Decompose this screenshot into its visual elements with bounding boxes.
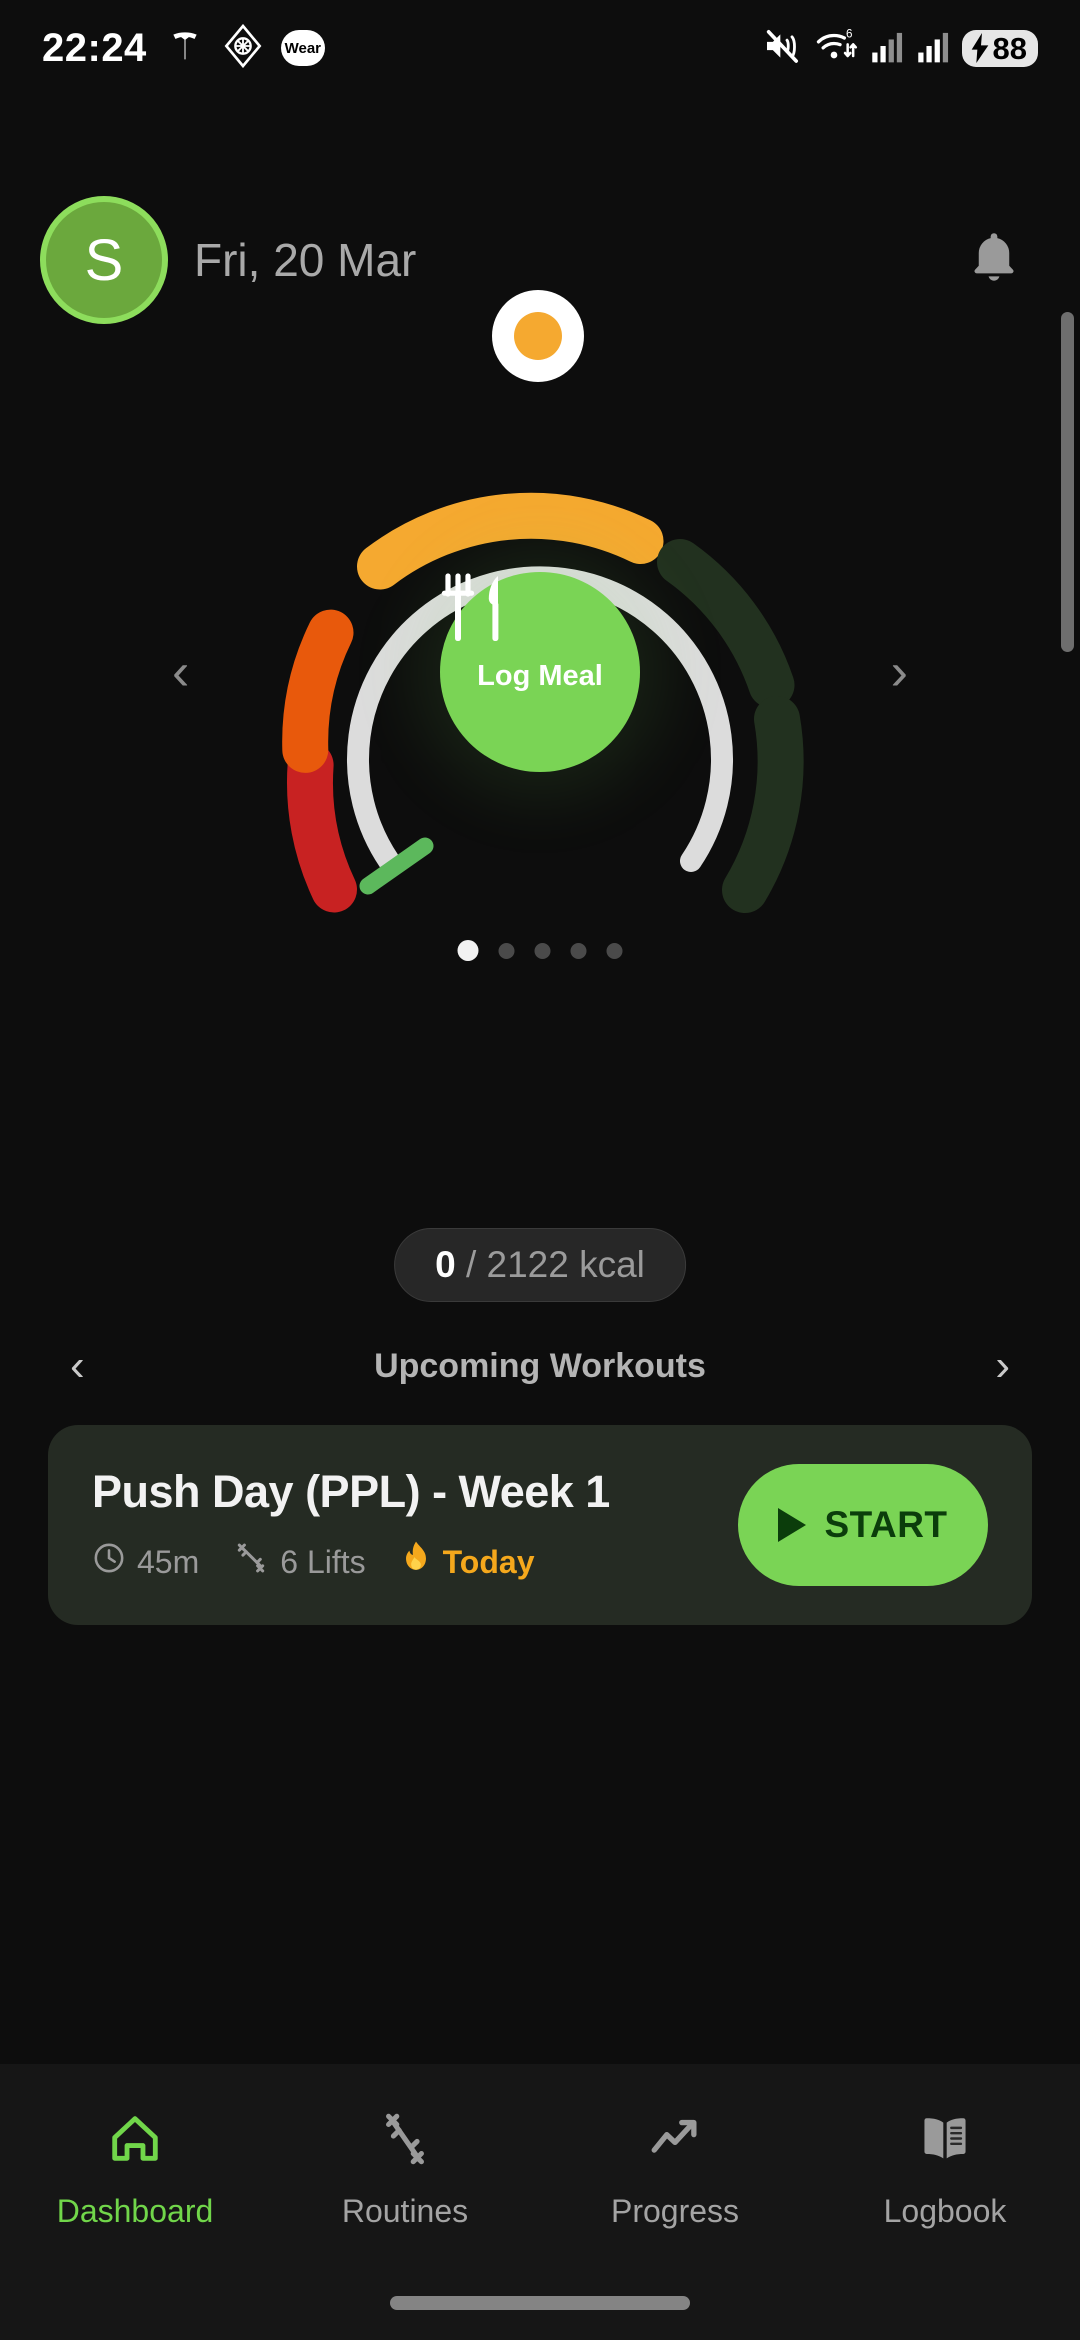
log-meal-button[interactable]: Log Meal	[440, 572, 640, 772]
clock-icon	[92, 1541, 126, 1583]
gauge-progress-marker	[359, 837, 434, 895]
wifi6-icon: 6	[814, 26, 858, 71]
nav-item-routines[interactable]: Routines	[270, 2110, 540, 2230]
calorie-summary-pill: 0 / 2122 kcal	[394, 1228, 686, 1302]
nav-label-dashboard: Dashboard	[56, 2193, 214, 2229]
header-date: Fri, 20 Mar	[194, 234, 417, 286]
workout-duration: 45m	[92, 1541, 199, 1583]
gauge-segment-darkgreen-1	[657, 539, 795, 708]
page-dot[interactable]	[534, 942, 551, 959]
signal-1-icon	[870, 28, 904, 69]
app-header: S Fri, 20 Mar	[0, 175, 1080, 345]
mute-icon	[762, 26, 802, 71]
gauge-segment-red	[287, 742, 357, 913]
gauge-thumb[interactable]	[492, 290, 584, 382]
tesla-icon	[165, 26, 205, 71]
wear-badge: Wear	[280, 30, 325, 66]
diamond-icon	[223, 23, 263, 73]
workout-card-info: Push Day (PPL) - Week 1 45m 6 Lifts	[92, 1466, 738, 1584]
gesture-handle[interactable]	[390, 2296, 690, 2310]
dumbbell-icon	[233, 1540, 269, 1584]
bottom-navigation-items: Dashboard Routines Progress Logbook	[0, 2064, 1080, 2276]
flame-icon	[400, 1540, 432, 1584]
start-button-label: START	[824, 1504, 948, 1545]
workout-lifts: 6 Lifts	[233, 1540, 366, 1584]
status-bar-right: 6 88	[762, 26, 1038, 71]
status-bar: 22:24 Wear 6 88	[0, 0, 1080, 96]
page-scrollbar[interactable]	[1061, 312, 1074, 652]
gauge-segment-darkgreen-2	[722, 696, 804, 913]
upcoming-prev-button[interactable]: ‹	[70, 1341, 85, 1390]
trending-up-icon	[646, 2110, 704, 2173]
battery-level: 88	[992, 30, 1027, 66]
gauge-segment-amber	[357, 492, 664, 590]
log-meal-label: Log Meal	[477, 659, 603, 692]
page-dot[interactable]	[457, 940, 479, 961]
page-dot[interactable]	[606, 942, 623, 959]
bottom-navigation: Dashboard Routines Progress Logbook	[0, 2064, 1080, 2340]
svg-text:6: 6	[846, 27, 852, 40]
status-bar-left: 22:24 Wear	[42, 23, 325, 73]
workout-card[interactable]: Push Day (PPL) - Week 1 45m 6 Lifts	[48, 1425, 1032, 1625]
bell-icon	[963, 227, 1025, 294]
calories-separator: /	[465, 1244, 477, 1285]
workout-title: Push Day (PPL) - Week 1	[92, 1466, 610, 1517]
page-dot[interactable]	[570, 942, 587, 959]
page-dot[interactable]	[498, 942, 515, 959]
carousel-page-dots[interactable]	[457, 940, 623, 961]
gauge-thumb-core	[514, 312, 562, 360]
book-icon	[916, 2110, 974, 2173]
nav-item-dashboard[interactable]: Dashboard	[0, 2110, 270, 2230]
home-icon	[106, 2110, 164, 2173]
nav-item-progress[interactable]: Progress	[540, 2110, 810, 2230]
workout-schedule-label: Today	[442, 1543, 535, 1580]
signal-2-icon	[916, 28, 950, 69]
carousel-prev-button[interactable]: ‹	[172, 643, 190, 701]
upcoming-workouts-header: ‹ Upcoming Workouts ›	[0, 1330, 1080, 1402]
calories-consumed: 0	[435, 1244, 456, 1285]
start-workout-button[interactable]: START	[738, 1464, 988, 1586]
battery-charging-icon: 88	[961, 29, 1038, 67]
nav-label-progress: Progress	[610, 2193, 740, 2229]
calorie-gauge: ‹ › Log Meal	[172, 290, 908, 990]
play-icon	[778, 1508, 807, 1542]
dumbbell-icon	[376, 2110, 434, 2173]
notifications-button[interactable]	[948, 214, 1040, 306]
upcoming-workouts-title: Upcoming Workouts	[374, 1346, 706, 1385]
workout-meta: 45m 6 Lifts Today	[92, 1540, 738, 1584]
status-time: 22:24	[42, 25, 147, 70]
calories-goal: 2122 kcal	[486, 1244, 645, 1285]
upcoming-next-button[interactable]: ›	[995, 1341, 1010, 1390]
nav-label-routines: Routines	[341, 2193, 469, 2229]
nav-item-logbook[interactable]: Logbook	[810, 2110, 1080, 2230]
workout-schedule: Today	[400, 1540, 535, 1584]
workout-lifts-label: 6 Lifts	[280, 1543, 366, 1580]
carousel-next-button[interactable]: ›	[890, 643, 908, 701]
gauge-segment-orange	[282, 609, 354, 773]
nav-label-logbook: Logbook	[883, 2193, 1007, 2229]
avatar[interactable]: S	[40, 196, 168, 324]
workout-duration-label: 45m	[137, 1543, 200, 1580]
